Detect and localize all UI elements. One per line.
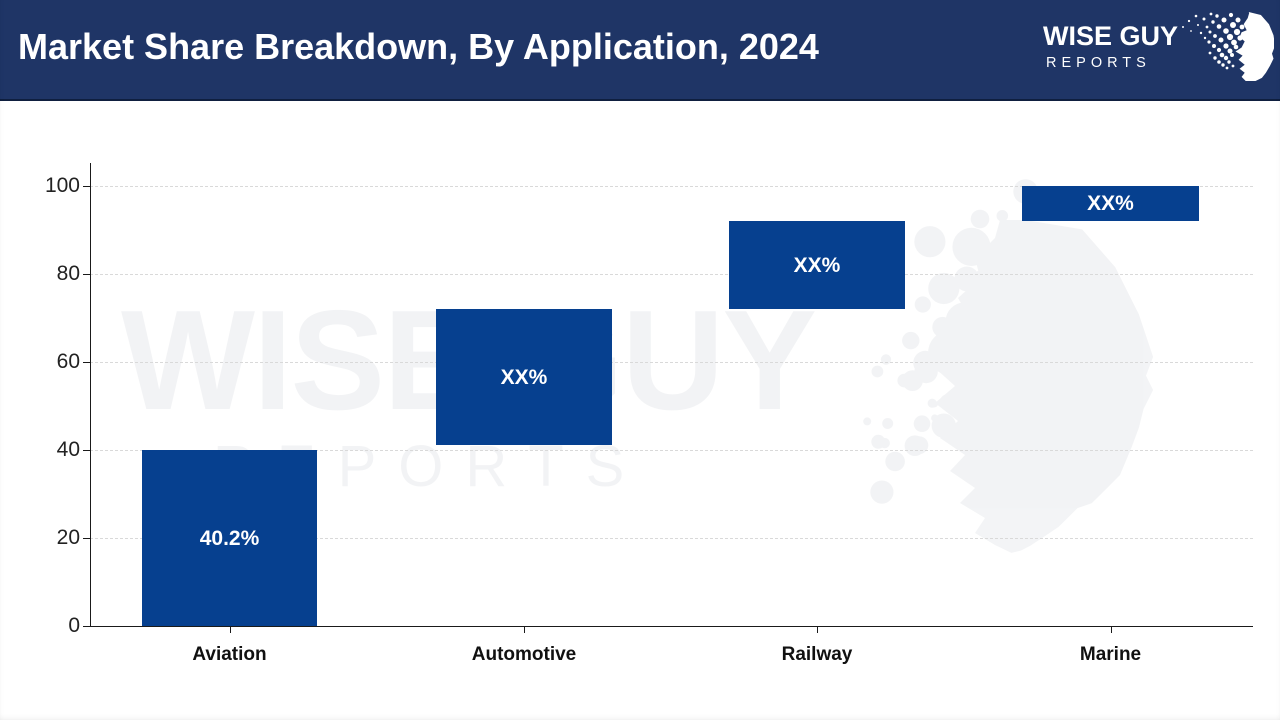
svg-text:REPORTS: REPORTS	[1046, 55, 1151, 71]
svg-text:WISE GUY: WISE GUY	[1043, 21, 1178, 51]
